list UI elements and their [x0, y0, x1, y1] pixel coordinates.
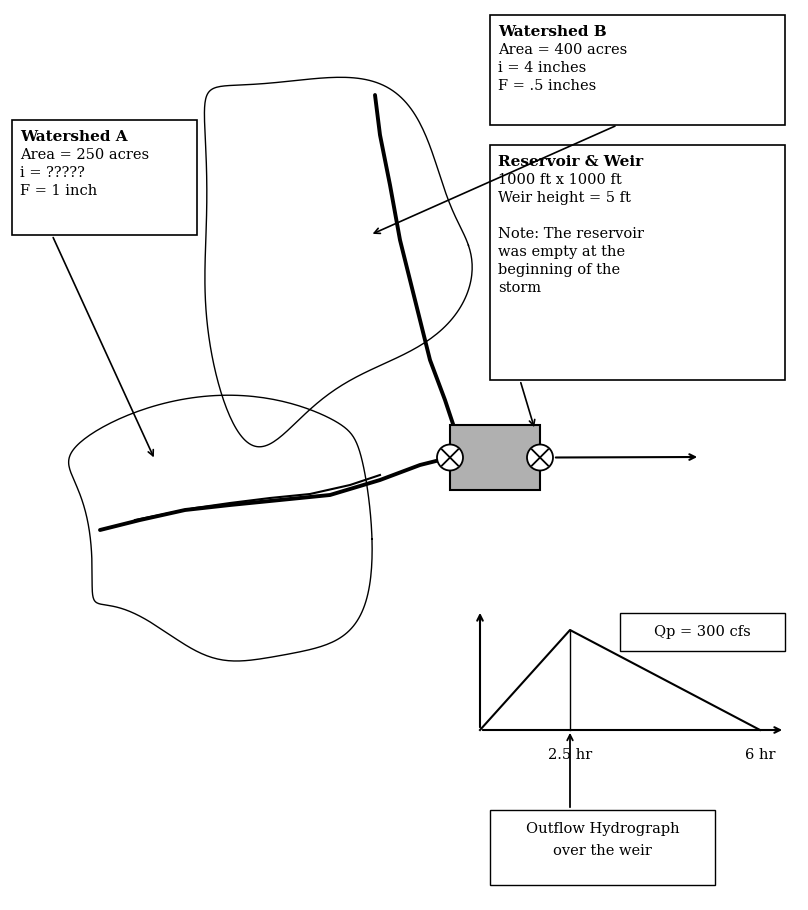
Text: Area = 250 acres: Area = 250 acres: [20, 148, 149, 162]
Bar: [450, 425, 540, 490]
Text: 2.5 hr: 2.5 hr: [548, 748, 592, 762]
Circle shape: [527, 444, 553, 470]
Text: Watershed B: Watershed B: [498, 25, 607, 39]
Text: i = ?????: i = ?????: [20, 166, 85, 180]
Bar: [490, 15, 785, 125]
Text: beginning of the: beginning of the: [498, 263, 620, 277]
Text: F = 1 inch: F = 1 inch: [20, 184, 97, 198]
Text: Area = 400 acres: Area = 400 acres: [498, 43, 627, 57]
Text: storm: storm: [498, 281, 541, 295]
Text: 6 hr: 6 hr: [745, 748, 775, 762]
Bar: [490, 810, 715, 885]
Text: Reservoir & Weir: Reservoir & Weir: [498, 155, 643, 169]
Text: i = 4 inches: i = 4 inches: [498, 61, 587, 75]
Text: Note: The reservoir: Note: The reservoir: [498, 227, 644, 241]
Text: F = .5 inches: F = .5 inches: [498, 79, 596, 93]
Text: Watershed A: Watershed A: [20, 130, 128, 144]
Bar: [12, 120, 197, 235]
Text: was empty at the: was empty at the: [498, 245, 625, 259]
Circle shape: [437, 444, 463, 470]
Text: over the weir: over the weir: [553, 844, 652, 858]
Text: Qp = 300 cfs: Qp = 300 cfs: [654, 625, 751, 639]
Bar: [620, 613, 785, 651]
Text: 1000 ft x 1000 ft: 1000 ft x 1000 ft: [498, 173, 621, 187]
Text: Weir height = 5 ft: Weir height = 5 ft: [498, 191, 631, 205]
Text: Outflow Hydrograph: Outflow Hydrograph: [526, 822, 680, 836]
Bar: [490, 145, 785, 380]
